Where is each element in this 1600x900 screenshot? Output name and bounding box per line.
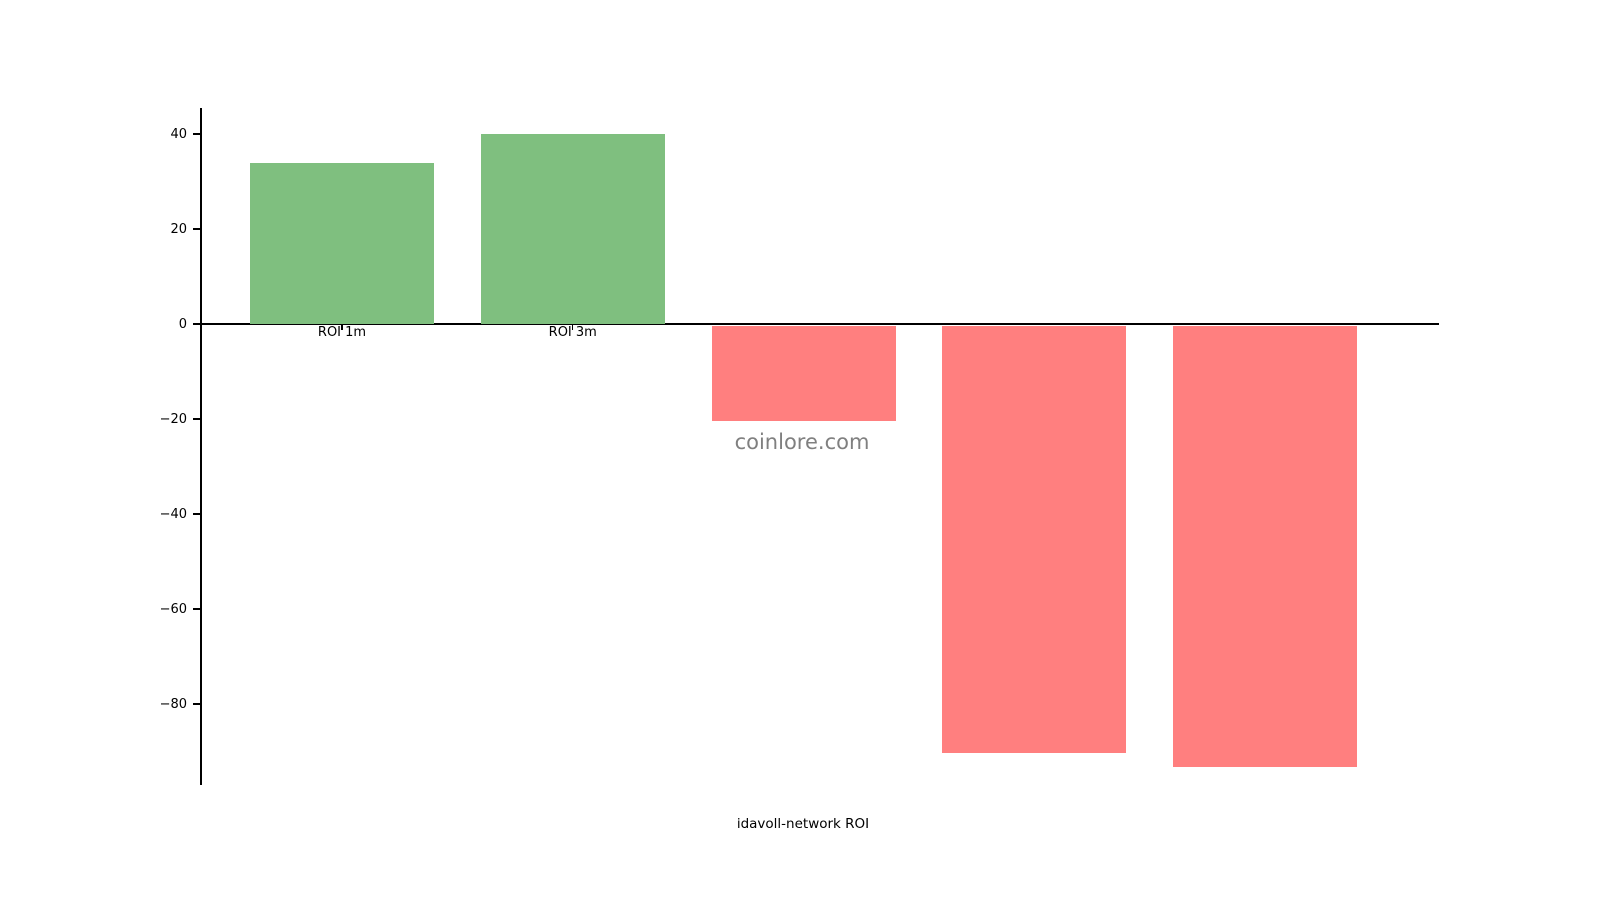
x-tick-label: ROI 1m — [317, 325, 367, 340]
y-tick-mark — [193, 323, 200, 325]
y-tick-label: −20 — [159, 411, 187, 427]
x-tick-mark — [341, 324, 343, 330]
y-tick-label: 20 — [170, 221, 187, 237]
x-axis-zero-line — [200, 323, 1439, 325]
y-tick-label: −60 — [159, 601, 187, 617]
y-tick-mark — [193, 133, 200, 135]
bar — [942, 325, 1127, 753]
y-tick-mark — [193, 228, 200, 230]
bar — [480, 134, 665, 324]
x-tick-label: ROI 3m — [548, 325, 597, 340]
y-tick-label: −40 — [159, 506, 187, 522]
y-tick-label: 40 — [170, 126, 187, 142]
y-tick-mark — [193, 513, 200, 515]
y-tick-mark — [193, 608, 200, 610]
y-axis-spine — [200, 108, 202, 785]
bar — [711, 325, 896, 421]
bar — [1173, 325, 1357, 768]
watermark: coinlore.com — [734, 430, 870, 454]
bar — [250, 162, 434, 324]
chart-x-label: idavoll-network ROI — [736, 816, 870, 832]
y-tick-mark — [193, 703, 200, 705]
y-tick-label: 0 — [178, 316, 187, 332]
y-tick-label: −80 — [159, 696, 187, 712]
y-tick-mark — [193, 418, 200, 420]
x-tick-mark — [572, 324, 574, 330]
